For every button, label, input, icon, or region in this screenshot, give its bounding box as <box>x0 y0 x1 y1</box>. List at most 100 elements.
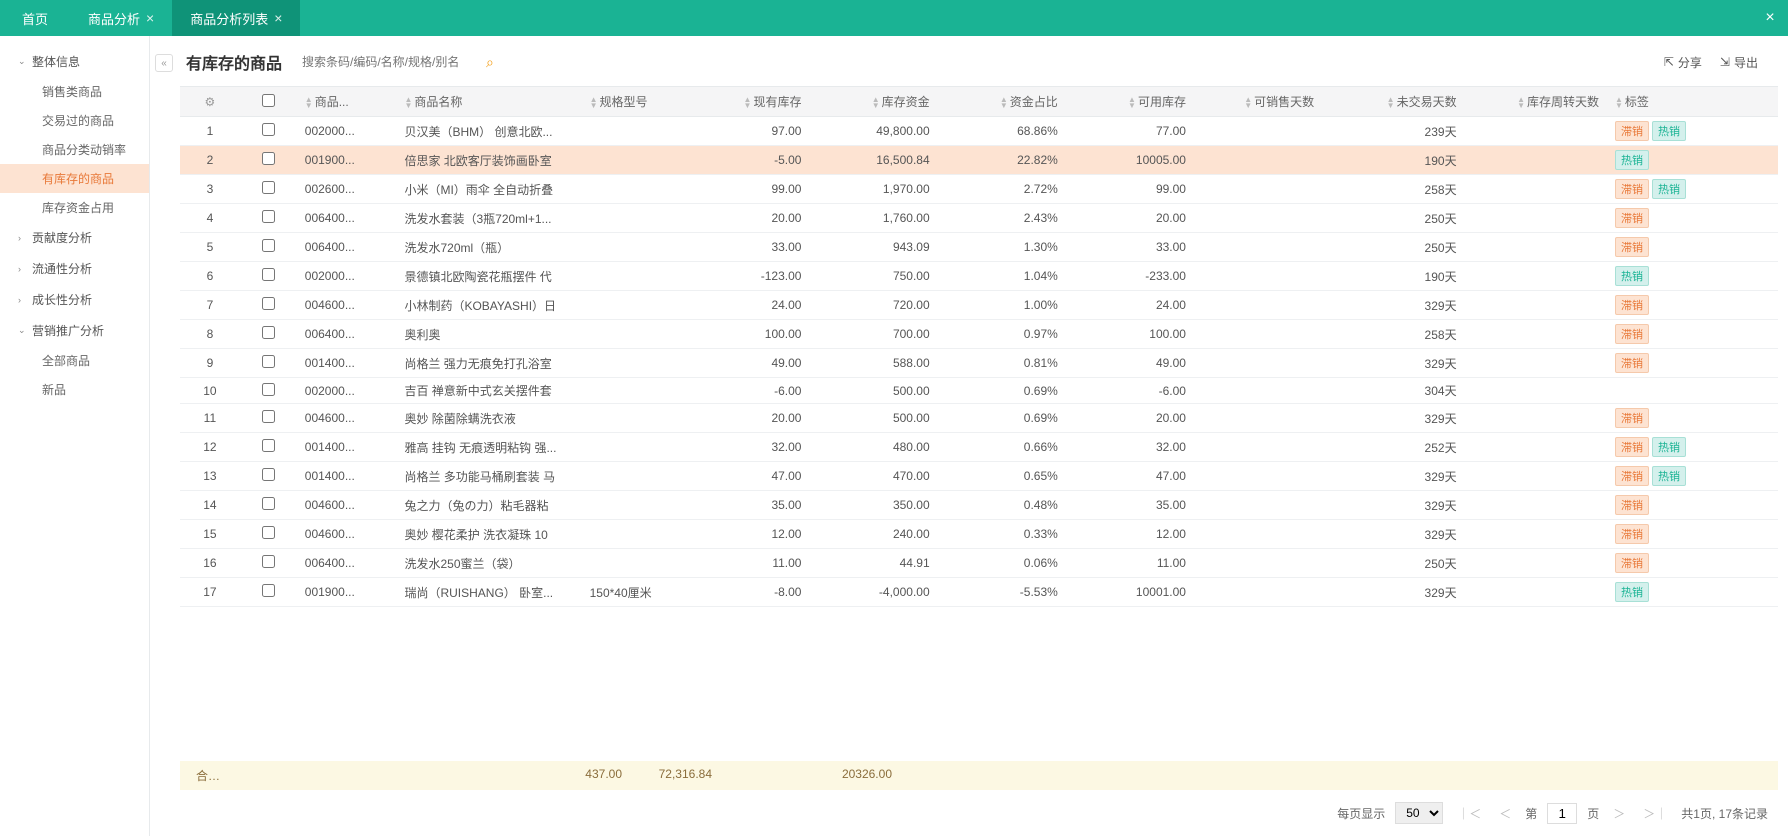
table-row[interactable]: 16006400...洗发水250蜜兰（袋）11.0044.910.06%11.… <box>180 549 1778 578</box>
table-row[interactable]: 12001400...雅高 挂钩 无痕透明粘钩 强...32.00480.000… <box>180 433 1778 462</box>
close-icon[interactable]: × <box>274 10 282 26</box>
table-row[interactable]: 5006400...洗发水720ml（瓶）33.00943.091.30%33.… <box>180 233 1778 262</box>
sort-icon[interactable]: ▲▼ <box>1615 97 1623 109</box>
sort-icon[interactable]: ▲▼ <box>305 97 313 109</box>
column-header[interactable]: ▲▼商品... <box>297 87 397 117</box>
sidebar-item[interactable]: 有库存的商品 <box>0 164 149 193</box>
gear-icon[interactable]: ⚙ <box>205 95 216 109</box>
row-checkbox[interactable] <box>262 152 275 165</box>
prev-page-button[interactable]: ＜ <box>1495 805 1515 822</box>
total-cell: 437.00 <box>540 767 630 784</box>
column-header[interactable]: ▲▼资金占比 <box>938 87 1066 117</box>
row-checkbox[interactable] <box>262 355 275 368</box>
sidebar-item[interactable]: 新品 <box>0 375 149 404</box>
tab-product-analysis[interactable]: 商品分析 × <box>70 0 172 36</box>
column-header[interactable]: ▲▼现有库存 <box>681 87 809 117</box>
cell <box>240 433 297 462</box>
sidebar-group[interactable]: ›成长性分析 <box>0 284 149 315</box>
sort-icon[interactable]: ▲▼ <box>1387 97 1395 109</box>
table-row[interactable]: 11004600...奥妙 除菌除螨洗衣液20.00500.000.69%20.… <box>180 404 1778 433</box>
sort-icon[interactable]: ▲▼ <box>1517 97 1525 109</box>
table-row[interactable]: 15004600...奥妙 樱花柔护 洗衣凝珠 1012.00240.000.3… <box>180 520 1778 549</box>
row-checkbox[interactable] <box>262 383 275 396</box>
export-button[interactable]: ⇲ 导出 <box>1720 54 1758 71</box>
tab-product-analysis-list[interactable]: 商品分析列表 × <box>172 0 300 36</box>
table-row[interactable]: 4006400...洗发水套装（3瓶720ml+1...20.001,760.0… <box>180 204 1778 233</box>
row-checkbox[interactable] <box>262 410 275 423</box>
column-header[interactable]: ▲▼规格型号 <box>582 87 682 117</box>
page-size-select[interactable]: 50 <box>1395 802 1443 824</box>
table-row[interactable]: 14004600...兔之力（兔の力）粘毛器粘35.00350.000.48%3… <box>180 491 1778 520</box>
row-checkbox[interactable] <box>262 210 275 223</box>
cell: 22.82% <box>938 146 1066 175</box>
search-input[interactable] <box>300 51 480 73</box>
sidebar-item[interactable]: 交易过的商品 <box>0 106 149 135</box>
sort-icon[interactable]: ▲▼ <box>744 97 752 109</box>
row-checkbox[interactable] <box>262 297 275 310</box>
row-checkbox[interactable] <box>262 555 275 568</box>
column-header[interactable] <box>240 87 297 117</box>
cell <box>1465 520 1607 549</box>
row-checkbox[interactable] <box>262 526 275 539</box>
sidebar-group[interactable]: ⌄营销推广分析 <box>0 315 149 346</box>
sidebar-item[interactable]: 销售类商品 <box>0 77 149 106</box>
table-row[interactable]: 6002000...景德镇北欧陶瓷花瓶摆件 代-123.00750.001.04… <box>180 262 1778 291</box>
table-row[interactable]: 7004600...小林制药（KOBAYASHI）日24.00720.001.0… <box>180 291 1778 320</box>
total-cell <box>1190 767 1310 784</box>
column-header[interactable]: ▲▼可销售天数 <box>1194 87 1322 117</box>
column-header[interactable]: ▲▼标签 <box>1607 87 1778 117</box>
sort-icon[interactable]: ▲▼ <box>404 97 412 109</box>
first-page-button[interactable]: ｜＜ <box>1453 805 1485 822</box>
close-all-icon[interactable]: × <box>1752 0 1788 36</box>
sort-icon[interactable]: ▲▼ <box>872 97 880 109</box>
sidebar-group[interactable]: ⌄整体信息 <box>0 46 149 77</box>
column-header[interactable]: ⚙ <box>180 87 240 117</box>
row-checkbox[interactable] <box>262 181 275 194</box>
table-row[interactable]: 2001900...倍思家 北欧客厅装饰画卧室-5.0016,500.8422.… <box>180 146 1778 175</box>
table-row[interactable]: 10002000...吉百 禅意新中式玄关摆件套-6.00500.000.69%… <box>180 378 1778 404</box>
column-header[interactable]: ▲▼未交易天数 <box>1322 87 1464 117</box>
column-header[interactable]: ▲▼商品名称 <box>396 87 581 117</box>
sidebar-item[interactable]: 全部商品 <box>0 346 149 375</box>
close-icon[interactable]: × <box>146 10 154 26</box>
cell: 滞销 <box>1607 204 1778 233</box>
sort-icon[interactable]: ▲▼ <box>1244 97 1252 109</box>
row-checkbox[interactable] <box>262 584 275 597</box>
column-header[interactable]: ▲▼库存周转天数 <box>1465 87 1607 117</box>
column-header[interactable]: ▲▼库存资金 <box>809 87 937 117</box>
row-checkbox[interactable] <box>262 439 275 452</box>
sort-icon[interactable]: ▲▼ <box>590 97 598 109</box>
sort-icon[interactable]: ▲▼ <box>1128 97 1136 109</box>
cell: 004600... <box>297 491 397 520</box>
row-checkbox[interactable] <box>262 239 275 252</box>
row-checkbox[interactable] <box>262 268 275 281</box>
row-checkbox[interactable] <box>262 497 275 510</box>
row-checkbox[interactable] <box>262 123 275 136</box>
next-page-button[interactable]: ＞ <box>1609 805 1629 822</box>
sidebar-group[interactable]: ›贡献度分析 <box>0 222 149 253</box>
cell <box>240 146 297 175</box>
table-row[interactable]: 9001400...尚格兰 强力无痕免打孔浴室49.00588.000.81%4… <box>180 349 1778 378</box>
table-row[interactable]: 8006400...奥利奥100.00700.000.97%100.00258天… <box>180 320 1778 349</box>
cell <box>582 146 682 175</box>
column-header[interactable]: ▲▼可用库存 <box>1066 87 1194 117</box>
table-row[interactable]: 1002000...贝汉美（BHM） 创意北欧...97.0049,800.00… <box>180 117 1778 146</box>
select-all-checkbox[interactable] <box>262 94 275 107</box>
sidebar-group[interactable]: ›流通性分析 <box>0 253 149 284</box>
collapse-sidebar-button[interactable]: « <box>155 54 173 72</box>
row-checkbox[interactable] <box>262 326 275 339</box>
sidebar-item[interactable]: 商品分类动销率 <box>0 135 149 164</box>
share-button[interactable]: ⇱ 分享 <box>1664 54 1702 71</box>
page-input[interactable] <box>1547 803 1577 824</box>
search-icon[interactable]: ⌕ <box>486 54 494 71</box>
table-row[interactable]: 3002600...小米（MI）雨伞 全自动折叠99.001,970.002.7… <box>180 175 1778 204</box>
cell: 150*40厘米 <box>582 578 682 607</box>
cell <box>1465 233 1607 262</box>
tab-home[interactable]: 首页 <box>0 0 70 36</box>
sort-icon[interactable]: ▲▼ <box>1000 97 1008 109</box>
row-checkbox[interactable] <box>262 468 275 481</box>
table-row[interactable]: 17001900...瑞尚（RUISHANG） 卧室...150*40厘米-8.… <box>180 578 1778 607</box>
last-page-button[interactable]: ＞｜ <box>1639 805 1671 822</box>
sidebar-item[interactable]: 库存资金占用 <box>0 193 149 222</box>
table-row[interactable]: 13001400...尚格兰 多功能马桶刷套装 马47.00470.000.65… <box>180 462 1778 491</box>
